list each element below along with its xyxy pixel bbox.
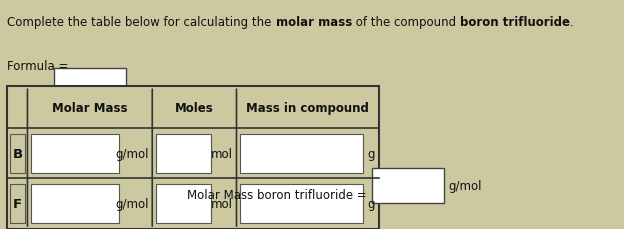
Text: mol: mol xyxy=(211,197,233,210)
Text: =: = xyxy=(353,188,367,202)
Text: Moles: Moles xyxy=(175,101,214,114)
Text: Molar Mass: Molar Mass xyxy=(52,101,127,114)
Text: boron trifluoride: boron trifluoride xyxy=(460,16,570,29)
Text: F: F xyxy=(13,197,22,210)
Text: .: . xyxy=(570,16,573,29)
Text: g/mol: g/mol xyxy=(449,179,482,192)
Text: g/mol: g/mol xyxy=(115,147,149,160)
Text: g: g xyxy=(368,147,375,160)
Text: Formula =: Formula = xyxy=(7,60,69,73)
Text: g/mol: g/mol xyxy=(115,197,149,210)
Text: molar mass: molar mass xyxy=(276,16,352,29)
Text: Complete the table below for calculating the: Complete the table below for calculating… xyxy=(7,16,276,29)
Text: mol: mol xyxy=(211,147,233,160)
Text: Molar Mass boron trifluoride: Molar Mass boron trifluoride xyxy=(187,188,353,202)
Text: Mass in compound: Mass in compound xyxy=(246,101,369,114)
Text: B: B xyxy=(12,147,22,160)
Text: of the compound: of the compound xyxy=(352,16,460,29)
Text: g: g xyxy=(368,197,375,210)
